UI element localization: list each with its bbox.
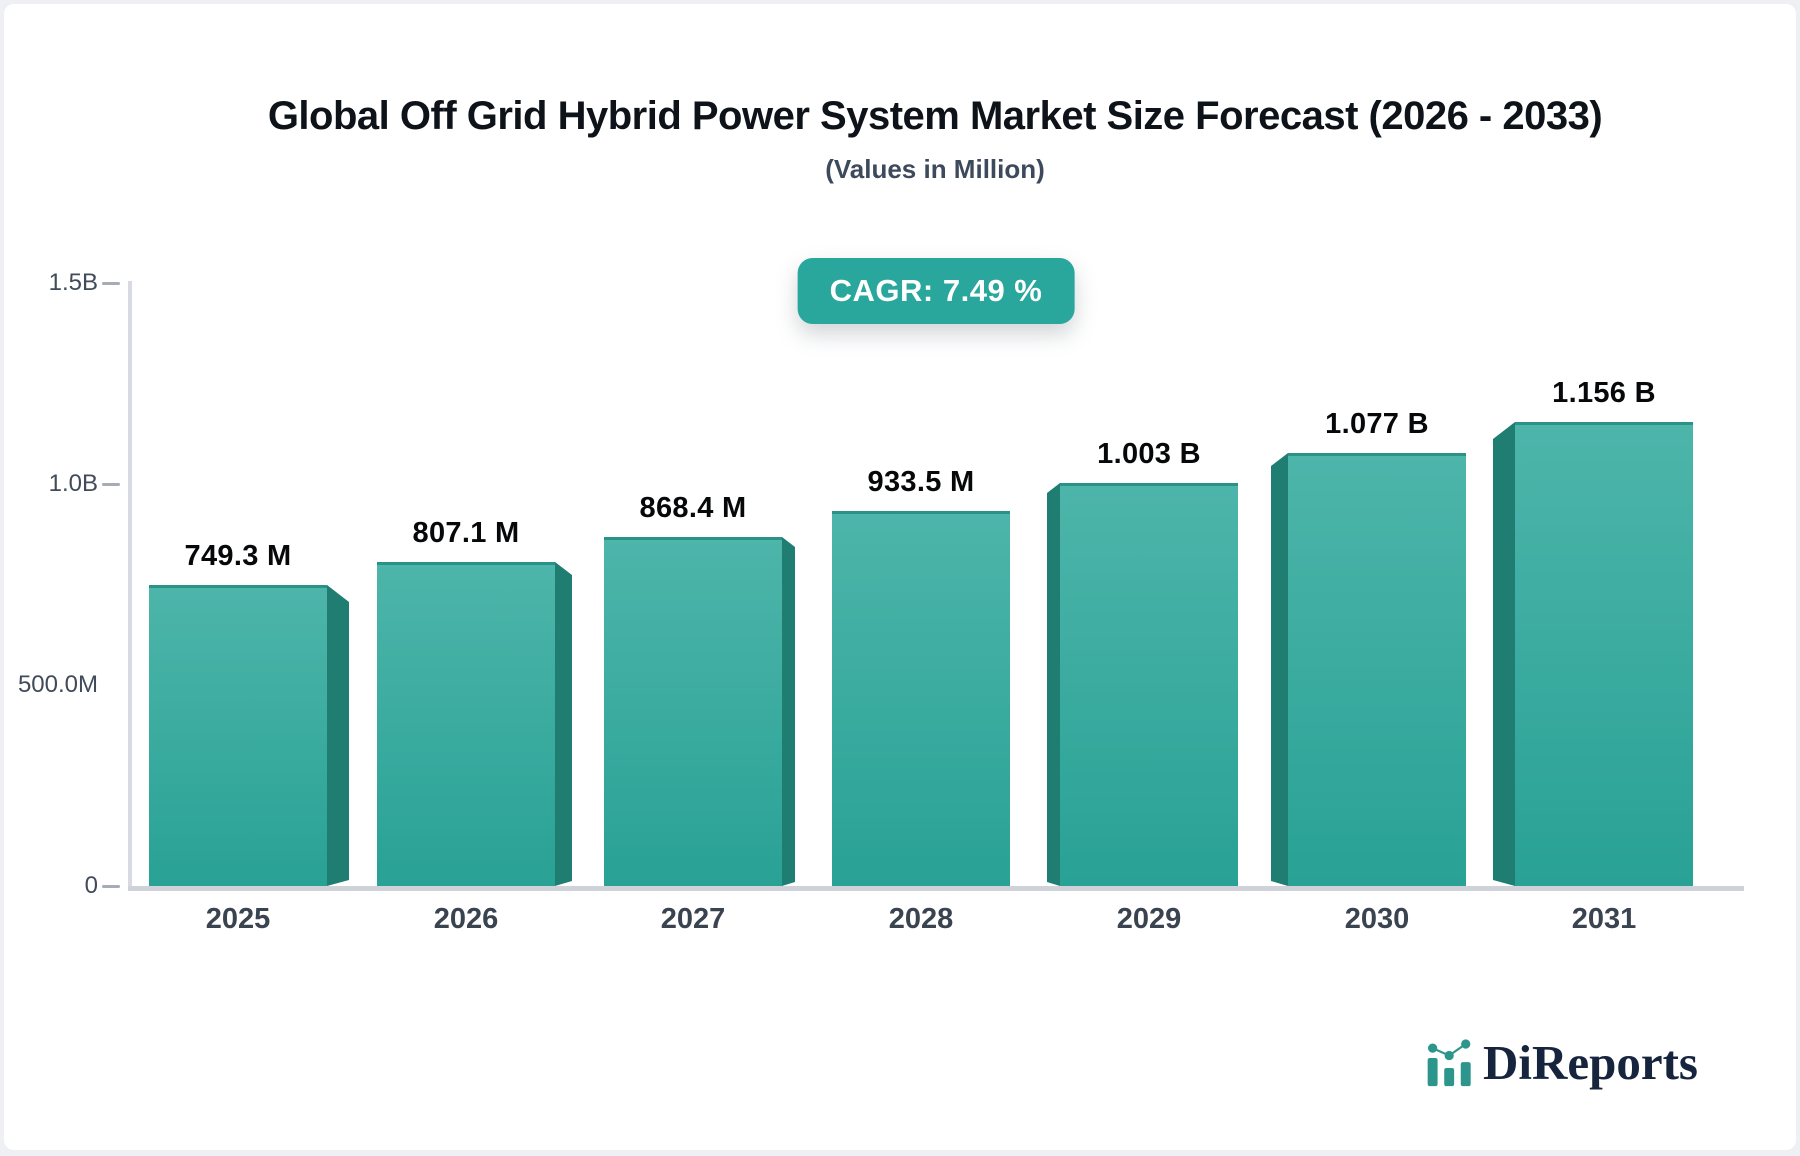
brand-logo-text: DiReports <box>1482 1035 1698 1090</box>
bar-2025 <box>149 585 327 886</box>
chart-header: Global Off Grid Hybrid Power System Mark… <box>70 0 1800 185</box>
brand-logo: DiReports <box>1426 1032 1698 1094</box>
bar-side-2030 <box>1271 453 1288 886</box>
bar-side-2026 <box>555 562 572 886</box>
y-tick-label-500.0M: 500.0M <box>17 671 98 699</box>
x-axis-label-2027: 2027 <box>660 903 726 935</box>
bar-value-label-2030: 1.077 B <box>1325 408 1429 440</box>
y-tick-mark <box>102 483 120 487</box>
x-axis-label-2029: 2029 <box>1116 903 1182 935</box>
chart-title: Global Off Grid Hybrid Power System Mark… <box>267 94 1603 138</box>
y-axis-line <box>128 281 132 890</box>
y-tick-label-1.5B: 1.5B <box>48 269 98 297</box>
bar-value-label-2029: 1.003 B <box>1097 438 1201 470</box>
bar-value-label-2031: 1.156 B <box>1552 377 1656 409</box>
bar-2027 <box>604 537 782 886</box>
x-axis-line <box>128 886 1744 891</box>
x-axis-label-2028: 2028 <box>888 903 954 935</box>
bar-value-label-2026: 807.1 M <box>412 517 520 549</box>
bar-chart-trend-icon <box>1426 1037 1474 1089</box>
cagr-badge: CAGR: 7.49 % <box>797 258 1075 324</box>
x-axis-label-2026: 2026 <box>433 903 499 935</box>
bar-2030 <box>1288 453 1466 886</box>
y-tick-mark <box>102 885 120 888</box>
bar-side-2029 <box>1047 483 1060 886</box>
x-axis-label-2025: 2025 <box>205 903 271 935</box>
bar-2029 <box>1060 483 1238 886</box>
bar-2026 <box>377 562 555 886</box>
y-tick-label-1.0B: 1.0B <box>48 470 98 498</box>
bar-2028 <box>832 511 1010 886</box>
bar-side-2031 <box>1493 422 1515 886</box>
x-axis-label-2030: 2030 <box>1344 903 1410 935</box>
bar-value-label-2025: 749.3 M <box>184 540 292 572</box>
y-tick-mark <box>102 282 120 286</box>
bar-value-label-2027: 868.4 M <box>639 492 747 524</box>
bar-value-label-2028: 933.5 M <box>867 466 975 498</box>
chart-subtitle: (Values in Million) <box>825 154 1045 184</box>
bar-side-2025 <box>327 585 349 886</box>
y-tick-label-0: 0 <box>84 872 98 899</box>
bar-2031 <box>1515 422 1693 886</box>
x-axis-label-2031: 2031 <box>1571 903 1637 935</box>
bar-side-2027 <box>782 537 795 886</box>
